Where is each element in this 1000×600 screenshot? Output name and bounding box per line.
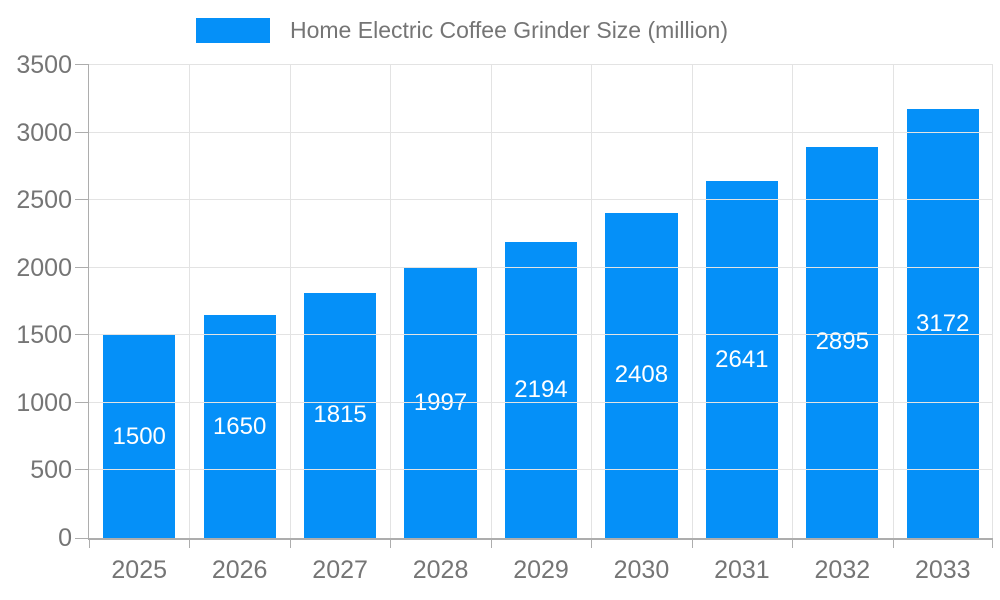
bar[interactable]: 1650 (203, 315, 276, 538)
x-axis-tick-label: 2028 (412, 556, 469, 584)
x-axis-tick (490, 538, 492, 548)
y-axis-tick (75, 538, 89, 539)
gridline-vertical (691, 65, 693, 538)
y-axis-tick-label: 3500 (16, 51, 72, 79)
bar[interactable]: 3172 (906, 109, 979, 538)
bar-cell: 1997 (390, 65, 490, 538)
bar-cell: 1500 (89, 65, 189, 538)
bars-container: 1500 1650 1815 1997 2194 2408 2641 2895 3172 (89, 65, 993, 538)
gridline-horizontal (89, 64, 993, 65)
bar-value-label: 2194 (514, 375, 568, 403)
x-axis-tick (992, 538, 993, 548)
bar[interactable]: 2194 (504, 241, 578, 538)
bar-cell: 3172 (893, 65, 993, 538)
bar-value-label: 3172 (916, 309, 970, 337)
y-axis-tick (75, 64, 89, 65)
plot-area: 1500 1650 1815 1997 2194 2408 2641 2895 3172 202… (75, 64, 993, 584)
bar-cell: 1815 (290, 65, 390, 538)
bar-cell: 1650 (189, 65, 289, 538)
gridline-vertical (490, 65, 492, 538)
gridline-vertical (289, 65, 291, 538)
bar-cell: 2194 (491, 65, 591, 538)
y-axis-tick (75, 334, 89, 336)
bar[interactable]: 1997 (404, 268, 477, 538)
bar-cell: 2408 (591, 65, 691, 538)
gridline-horizontal (89, 401, 993, 403)
bar[interactable]: 2408 (605, 212, 678, 538)
x-axis-tick-label: 2025 (111, 556, 168, 584)
gridline-horizontal (89, 334, 993, 336)
bar[interactable]: 2895 (806, 146, 879, 538)
x-axis-tick (591, 538, 593, 548)
x-axis-tick (792, 538, 794, 548)
y-axis-tick-label: 0 (58, 524, 72, 552)
x-axis-tick (390, 538, 392, 548)
x-axis-tick-label: 2031 (714, 556, 770, 584)
x-axis-tick (289, 538, 291, 548)
gridline-vertical (992, 65, 993, 538)
bar-value-label: 1815 (313, 401, 367, 429)
x-axis-tick-label: 2027 (312, 556, 368, 584)
y-axis-tick-label: 1500 (16, 321, 72, 350)
y-axis-tick (75, 131, 89, 133)
bar[interactable]: 2641 (705, 181, 778, 538)
x-axis-tick (892, 538, 894, 548)
x-axis-tick (691, 538, 693, 548)
x-axis-tick (189, 538, 191, 548)
gridline-vertical (792, 65, 794, 538)
gridline-horizontal (89, 469, 993, 471)
bar-value-label: 1650 (212, 412, 267, 440)
bar-cell: 2895 (792, 65, 892, 538)
y-axis-tick-label: 2500 (16, 186, 72, 215)
y-axis-tick-label: 1000 (16, 388, 72, 417)
y-axis-tick-label: 3000 (16, 118, 72, 147)
gridline-vertical (892, 65, 894, 538)
x-axis-tick-label: 2033 (914, 556, 971, 584)
y-axis-tick (75, 469, 89, 471)
x-axis-tick-label: 2032 (814, 556, 871, 584)
y-axis-tick-label: 500 (30, 456, 72, 485)
legend-label: Home Electric Coffee Grinder Size (milli… (290, 17, 728, 43)
y-axis-tick (75, 266, 89, 268)
gridline-horizontal (89, 266, 993, 268)
x-axis-tick (89, 538, 90, 548)
bar-value-label: 2408 (614, 361, 669, 389)
gridline-horizontal (89, 199, 993, 201)
bar[interactable]: 1815 (303, 292, 377, 538)
y-axis-tick (75, 401, 89, 403)
x-axis-tick-label: 2030 (613, 556, 670, 584)
bar-value-label: 1997 (413, 389, 468, 417)
x-axis-tick-label: 2029 (513, 556, 569, 584)
gridline-vertical (390, 65, 392, 538)
bar-cell: 2641 (692, 65, 792, 538)
y-axis-tick-label: 2000 (16, 253, 72, 282)
chart-legend[interactable]: Home Electric Coffee Grinder Size (milli… (0, 17, 962, 44)
gridline-vertical (189, 65, 191, 538)
legend-swatch[interactable] (196, 18, 270, 43)
bar-value-label: 1500 (112, 422, 166, 450)
bar-value-label: 2641 (715, 345, 769, 373)
bar[interactable]: 1500 (103, 335, 176, 538)
y-axis-tick (75, 199, 89, 201)
bar-value-label: 2895 (815, 328, 869, 356)
gridline-horizontal (89, 131, 993, 133)
gridline-vertical (591, 65, 593, 538)
x-axis-tick-label: 2026 (211, 556, 268, 584)
